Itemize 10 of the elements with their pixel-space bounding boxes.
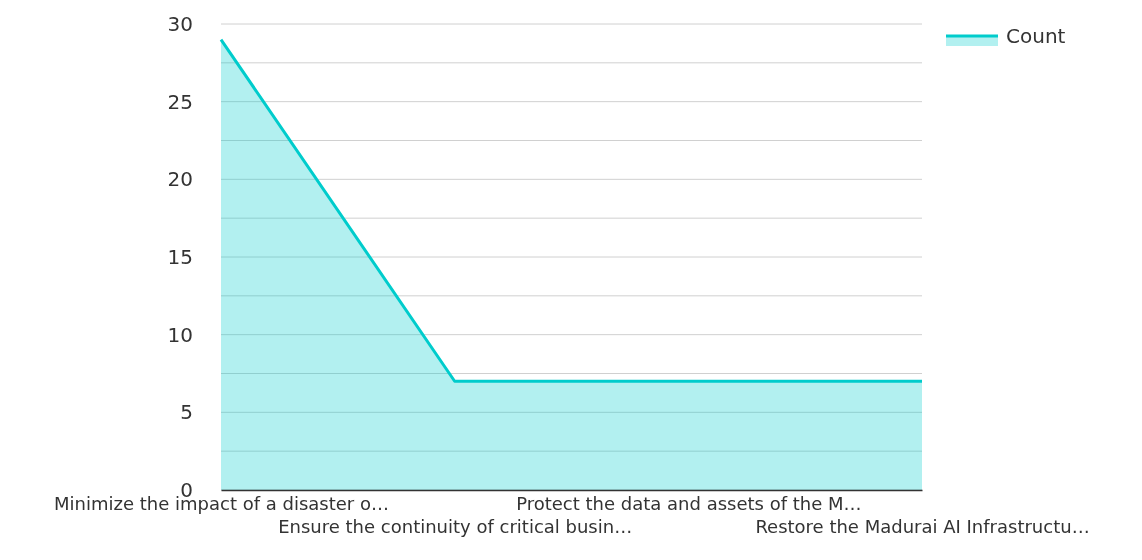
x-tick-label: Protect the data and assets of the M… — [516, 493, 862, 515]
y-tick-label: 5 — [180, 400, 193, 425]
x-tick-label: Restore the Madurai AI Infrastructu… — [755, 515, 1090, 537]
y-tick-label: 30 — [167, 11, 193, 36]
legend-label: Count — [1006, 24, 1066, 48]
y-tick-label: 25 — [167, 89, 193, 114]
y-tick-label: 10 — [167, 322, 193, 347]
x-tick-label: Ensure the continuity of critical busin… — [278, 515, 633, 537]
y-tick-label: 20 — [167, 167, 193, 192]
y-tick-label: 15 — [167, 244, 193, 269]
